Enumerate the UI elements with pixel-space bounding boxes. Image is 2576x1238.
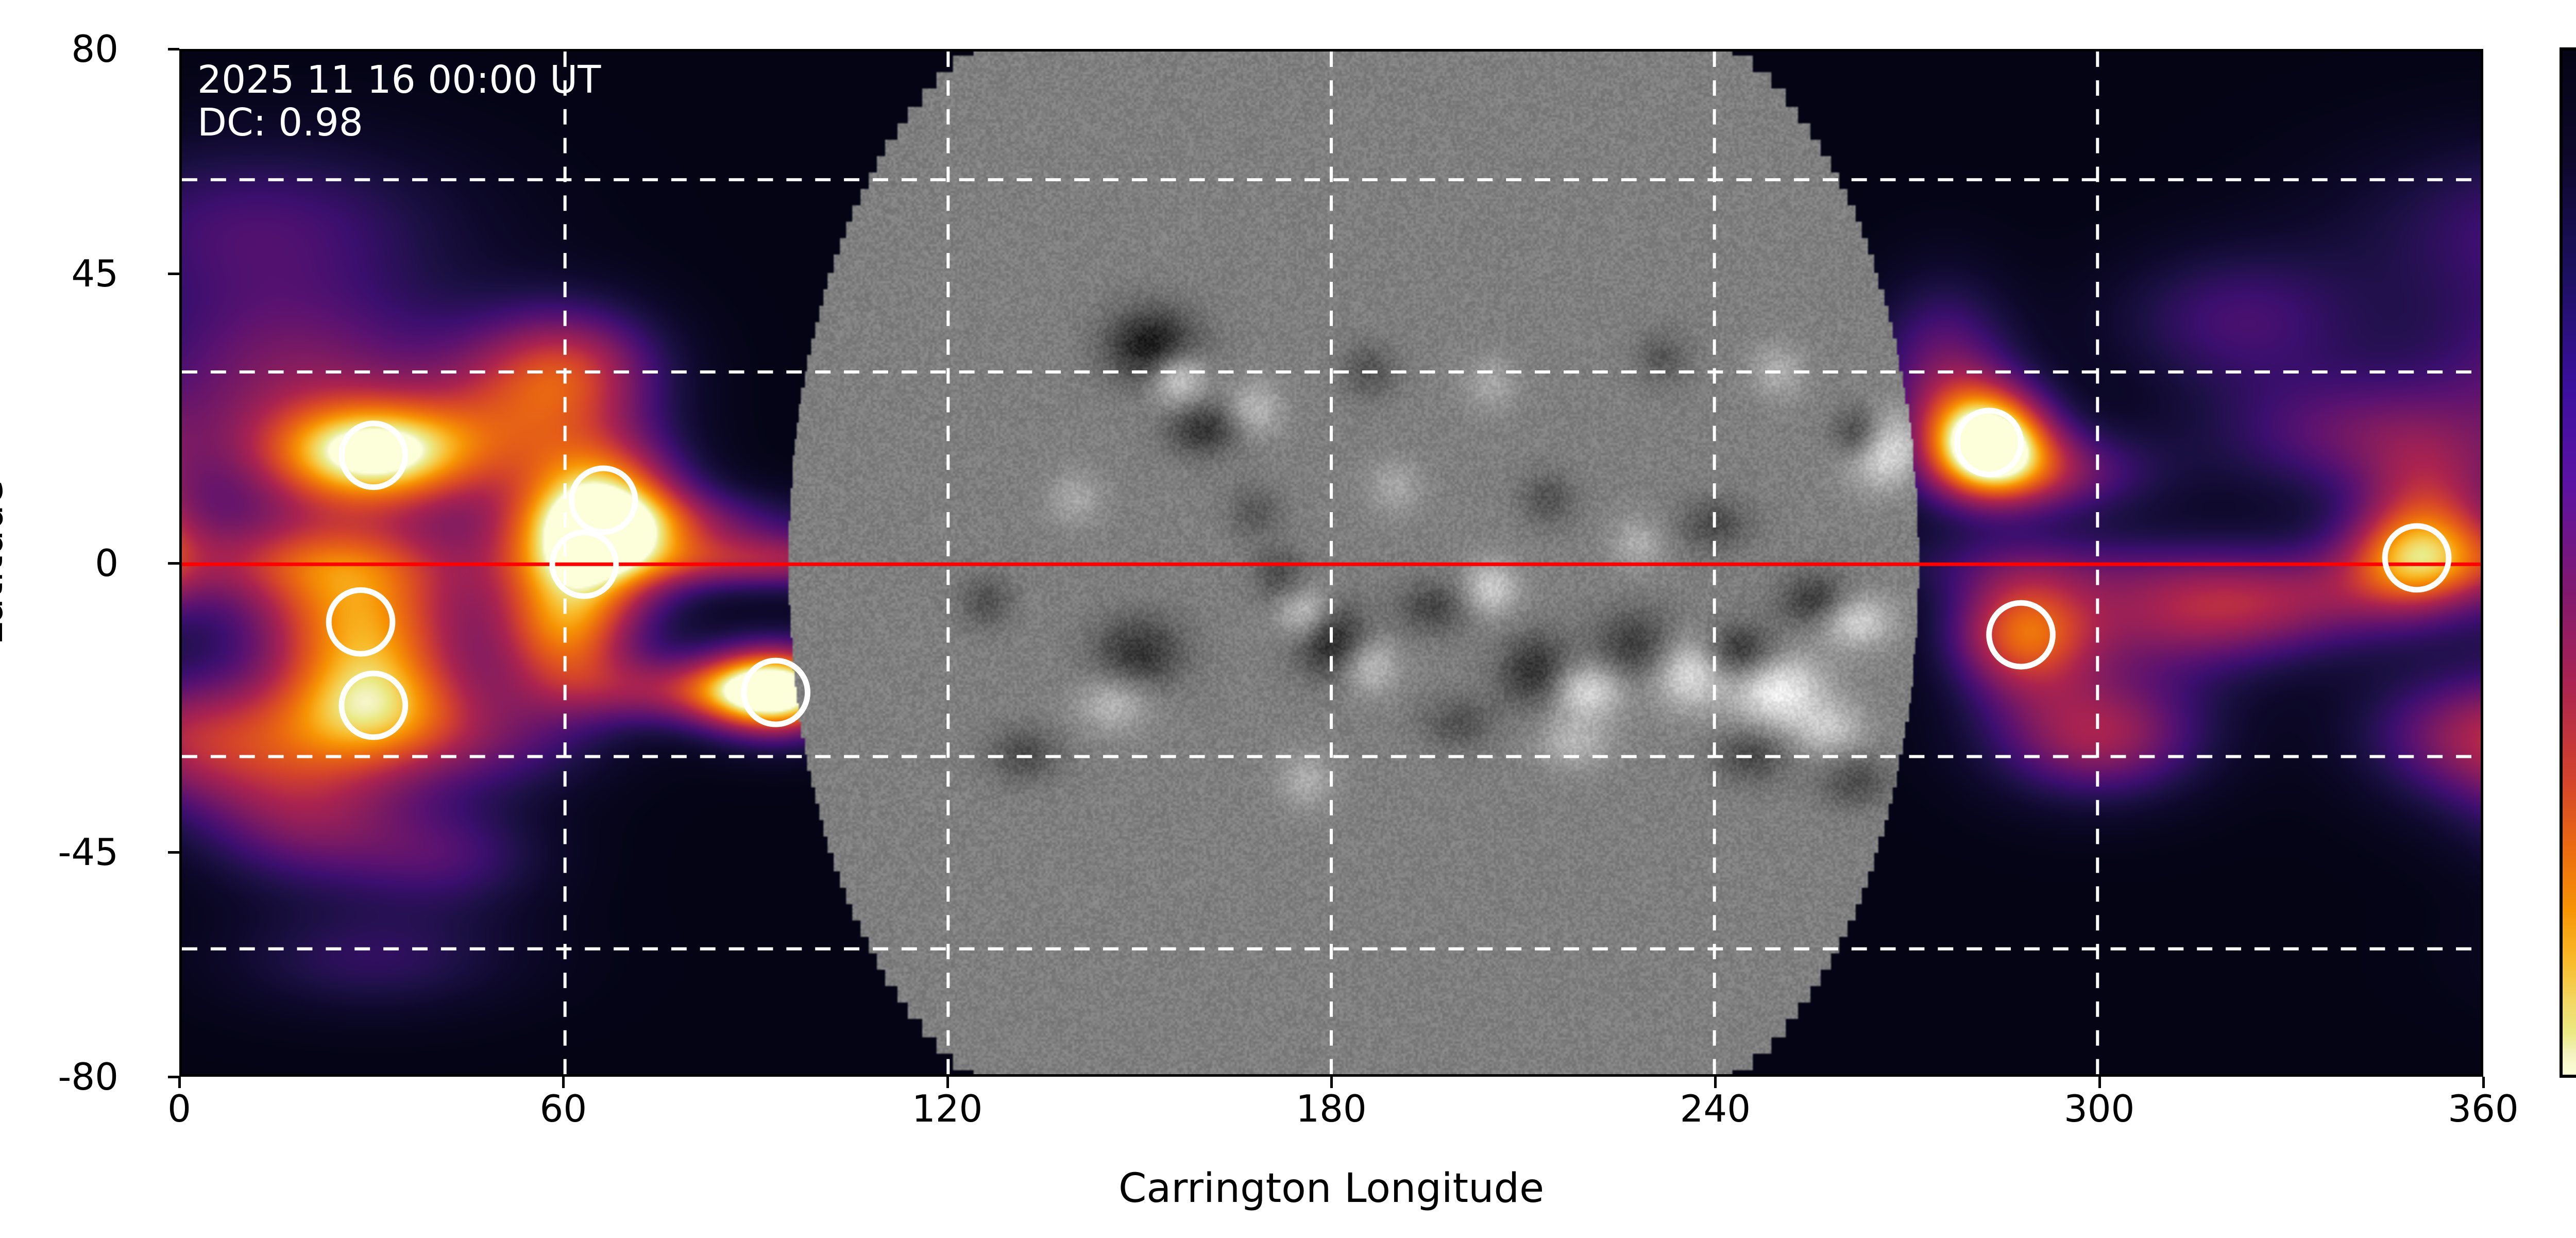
x-tick-mark [1330,1077,1333,1088]
active-region-circle[interactable] [549,529,619,599]
x-axis-label: Carrington Longitude [1118,1165,1545,1212]
x-tick-label: 240 [1680,1087,1751,1130]
y-tick-label: 0 [95,541,118,585]
active-region-circle[interactable] [338,420,409,490]
x-tick-mark [2482,1077,2485,1088]
y-tick-mark [168,562,179,565]
y-tick-label: 45 [71,252,118,296]
x-tick-mark [178,1077,181,1088]
x-tick-label: 0 [167,1087,191,1130]
x-tick-mark [946,1077,949,1088]
y-tick-mark [168,273,179,276]
x-tick-label: 300 [2063,1087,2135,1130]
y-tick-label: -45 [58,830,118,874]
x-tick-label: 120 [911,1087,983,1130]
x-tick-label: 180 [1296,1087,1367,1130]
x-tick-label: 60 [539,1087,587,1130]
active-region-circle[interactable] [1954,408,2024,478]
x-tick-mark [1714,1077,1717,1088]
map-image-area [182,52,2481,1074]
active-region-circle[interactable] [568,465,638,535]
y-tick-mark [168,48,179,50]
map-axes[interactable]: 2025 11 16 00:00 UT DC: 0.98 [179,49,2483,1077]
x-tick-label: 360 [2448,1087,2519,1130]
y-tick-mark [168,1076,179,1078]
map-overlay [182,52,2481,1074]
active-region-circle[interactable] [338,670,409,740]
active-region-circle[interactable] [741,657,811,727]
x-tick-mark [562,1077,565,1088]
y-tick-mark [168,851,179,854]
farside-colorbar[interactable] [2560,47,2576,1078]
active-region-circle[interactable] [1986,600,2056,670]
y-tick-label: 80 [71,27,118,71]
x-tick-mark [2098,1077,2101,1088]
active-region-circle[interactable] [326,587,396,657]
y-tick-label: -80 [58,1055,118,1098]
active-region-circle[interactable] [2382,523,2452,593]
